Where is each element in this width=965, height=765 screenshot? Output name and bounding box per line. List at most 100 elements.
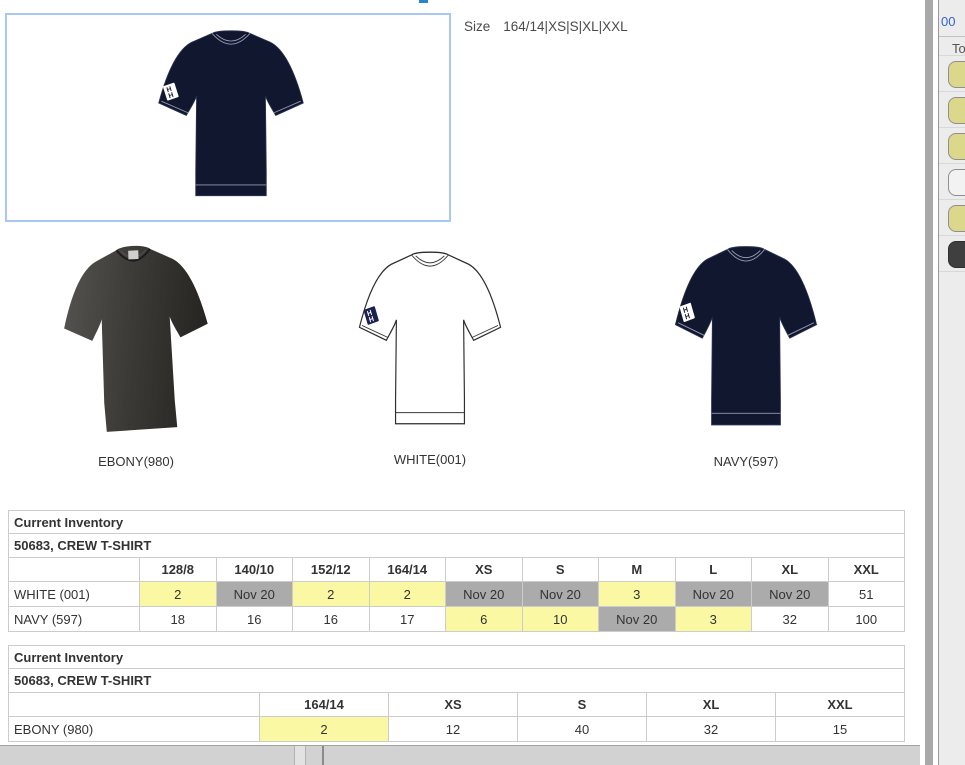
inventory-cell: 15 bbox=[775, 717, 904, 741]
column-header-S: S bbox=[517, 693, 646, 716]
inventory-table-1: Current Inventory 50683, CREW T-SHIRT 128/… bbox=[8, 510, 905, 632]
thumbnail-ebony[interactable]: EBONY(980) bbox=[52, 236, 220, 469]
column-header-XS: XS bbox=[388, 693, 517, 716]
inventory-cell: Nov 20 bbox=[598, 607, 675, 631]
row-label: EBONY (980) bbox=[14, 721, 94, 737]
column-header-S: S bbox=[521, 558, 599, 581]
table-title: Current Inventory bbox=[14, 514, 124, 530]
inventory-cell: Nov 20 bbox=[445, 582, 522, 606]
pane-divider bbox=[322, 746, 324, 765]
inventory-cell: 6 bbox=[445, 607, 522, 631]
column-header-XL: XL bbox=[751, 558, 828, 581]
svg-text:H: H bbox=[166, 86, 173, 94]
swatch-button-6[interactable] bbox=[948, 241, 965, 268]
inventory-cell: Nov 20 bbox=[521, 582, 598, 606]
inventory-cell: 16 bbox=[215, 607, 293, 631]
inventory-cell: Nov 20 bbox=[215, 582, 292, 606]
column-header-L: L bbox=[674, 558, 752, 581]
svg-text:H: H bbox=[168, 92, 175, 100]
swatch-button-4[interactable] bbox=[948, 169, 965, 196]
table-row: WHITE (001) 2 Nov 20 2 2 Nov 20 Nov 20 3 Nov 20 N… bbox=[9, 581, 904, 606]
ebony-shirt-photo bbox=[52, 236, 220, 448]
svg-text:H: H bbox=[366, 310, 373, 319]
size-label: Size bbox=[464, 19, 491, 34]
column-header-XXL: XXL bbox=[827, 558, 905, 581]
inventory-cell: 32 bbox=[646, 717, 775, 741]
column-header-M: M bbox=[598, 558, 675, 581]
swatch-separator bbox=[939, 91, 965, 92]
swatch-separator bbox=[939, 235, 965, 236]
main-product-image-navy: H H bbox=[145, 21, 317, 217]
swatch-separator bbox=[939, 271, 965, 272]
main-product-image: H H bbox=[5, 13, 451, 222]
navy-shirt-drawing: H H bbox=[662, 236, 830, 448]
inventory-cell: 12 bbox=[388, 717, 517, 741]
inventory-cell: 3 bbox=[598, 582, 675, 606]
swatch-separator bbox=[939, 163, 965, 164]
table-row: NAVY (597) 18 16 16 17 6 10 Nov 20 3 32 100 bbox=[9, 606, 904, 631]
table-subtitle: 50683, CREW T-SHIRT bbox=[9, 668, 904, 692]
tshirt-photo-graphic bbox=[64, 245, 208, 432]
right-side-panel: 00 To bbox=[938, 0, 965, 765]
inventory-cell: 2 bbox=[292, 582, 369, 606]
hh-logo: H H bbox=[163, 82, 179, 101]
panel-partial-label: To bbox=[952, 41, 965, 56]
vertical-scrollbar[interactable] bbox=[925, 0, 933, 765]
swatch-button-2[interactable] bbox=[948, 97, 965, 124]
inventory-cell: 18 bbox=[139, 607, 216, 631]
inventory-cell: 2 bbox=[259, 717, 388, 741]
inventory-cell: 2 bbox=[139, 582, 216, 606]
inventory-table-2: Current Inventory 50683, CREW T-SHIRT 164/… bbox=[8, 645, 905, 742]
thumbnail-label-white: WHITE(001) bbox=[393, 452, 467, 467]
inventory-cell: 3 bbox=[674, 607, 751, 631]
swatch-button-3[interactable] bbox=[948, 133, 965, 160]
swatch-separator bbox=[939, 127, 965, 128]
neck-label bbox=[128, 250, 139, 260]
hh-logo: H H bbox=[363, 306, 379, 325]
svg-text:H: H bbox=[368, 316, 375, 325]
inventory-cell: Nov 20 bbox=[751, 582, 828, 606]
size-info: Size 164/14|XS|S|XL|XXL bbox=[464, 19, 628, 34]
swatch-button-1[interactable] bbox=[948, 61, 965, 88]
column-header-140/10: 140/10 bbox=[215, 558, 293, 581]
header-spacer-cell bbox=[9, 558, 139, 581]
column-header-164/14: 164/14 bbox=[259, 693, 388, 716]
inventory-cell: 40 bbox=[517, 717, 646, 741]
size-value: 164/14|XS|S|XL|XXL bbox=[503, 19, 628, 34]
inventory-cell: 51 bbox=[827, 582, 905, 606]
inventory-cell: 100 bbox=[827, 607, 905, 631]
thumbnail-label-ebony: EBONY(980) bbox=[98, 454, 174, 469]
column-header-XL: XL bbox=[646, 693, 775, 716]
column-header-164/14: 164/14 bbox=[368, 558, 446, 581]
panel-partial-value[interactable]: 00 bbox=[941, 14, 956, 29]
table-title: Current Inventory bbox=[14, 649, 124, 665]
horizontal-scrollbar[interactable] bbox=[0, 745, 920, 765]
inventory-cell: 2 bbox=[368, 582, 445, 606]
svg-text:H: H bbox=[682, 304, 689, 315]
row-label: NAVY (597) bbox=[14, 611, 83, 627]
column-header-XS: XS bbox=[445, 558, 522, 581]
panel-divider-line bbox=[939, 36, 965, 37]
row-label: WHITE (001) bbox=[14, 586, 90, 602]
inventory-cell: 16 bbox=[292, 607, 369, 631]
swatch-separator bbox=[939, 199, 965, 200]
tshirt-graphic: H H bbox=[674, 246, 818, 426]
tshirt-graphic: H H bbox=[158, 30, 304, 197]
inventory-cell: 32 bbox=[751, 607, 828, 631]
swatch-separator bbox=[939, 55, 965, 56]
table-row: EBONY (980) 2 12 40 32 15 bbox=[9, 716, 904, 741]
inventory-cell: 17 bbox=[368, 607, 446, 631]
swatch-button-5[interactable] bbox=[948, 205, 965, 232]
table-header-row: 128/8 140/10 152/12 164/14 XS S M L XL XXL bbox=[9, 557, 904, 581]
thumbnail-white[interactable]: H H WHITE(001) bbox=[346, 238, 514, 467]
table-subtitle: 50683, CREW T-SHIRT bbox=[9, 533, 904, 557]
inventory-cell: Nov 20 bbox=[674, 582, 751, 606]
table-header-row: 164/14 XS S XL XXL bbox=[9, 692, 904, 716]
thumbnail-navy[interactable]: H H NAVY(597) bbox=[662, 236, 830, 469]
horizontal-scrollbar-segment bbox=[294, 746, 306, 765]
hh-logo: H H bbox=[679, 302, 695, 323]
header-spacer-cell bbox=[9, 693, 259, 716]
tshirt-graphic: H H bbox=[358, 251, 502, 425]
white-shirt-drawing: H H bbox=[346, 238, 514, 446]
